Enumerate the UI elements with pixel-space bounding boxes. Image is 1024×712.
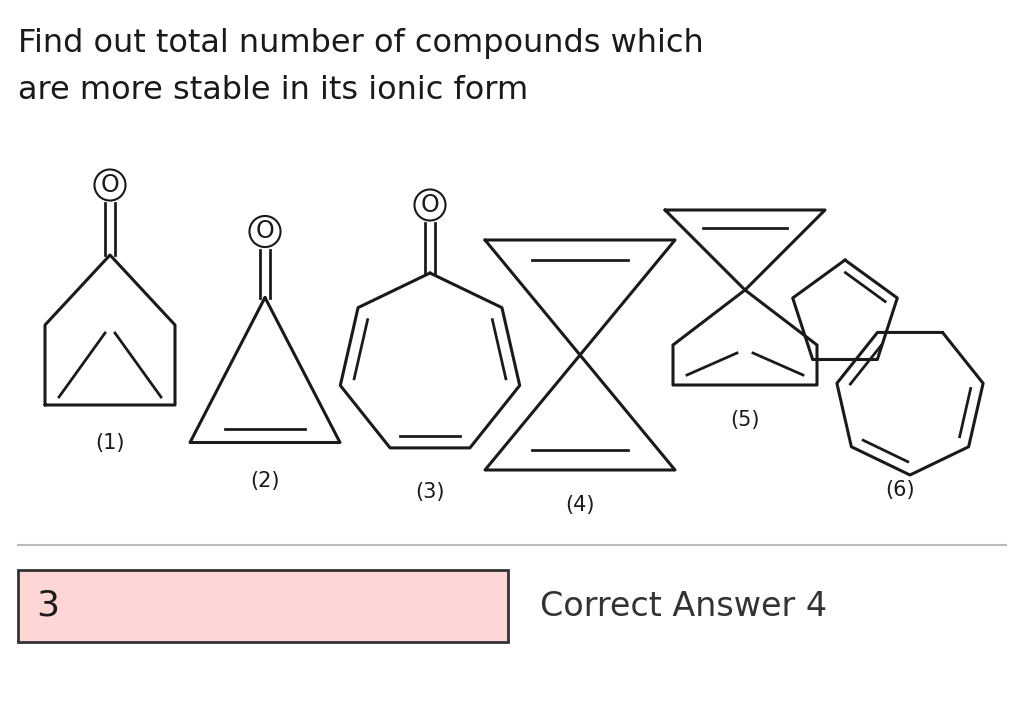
Text: O: O [256,219,274,244]
Bar [18,570,508,642]
Text: (1): (1) [95,433,125,453]
Text: are more stable in its ionic form: are more stable in its ionic form [18,75,528,106]
Text: (6): (6) [885,480,914,500]
Text: (5): (5) [730,410,760,430]
Text: O: O [100,173,120,197]
Text: Correct Answer 4: Correct Answer 4 [540,590,827,622]
Text: 3: 3 [36,589,59,623]
Text: (3): (3) [416,482,444,502]
Text: O: O [421,193,439,217]
Text: (4): (4) [565,495,595,515]
Text: Find out total number of compounds which: Find out total number of compounds which [18,28,703,59]
Text: (2): (2) [250,471,280,491]
